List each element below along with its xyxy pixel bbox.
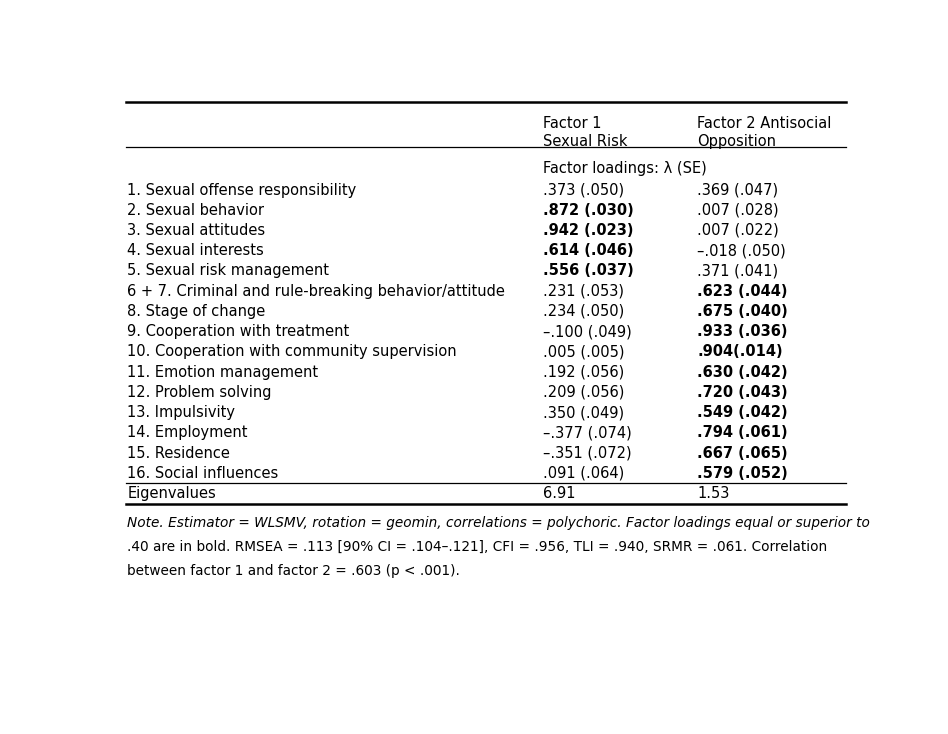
Text: .720 (.043): .720 (.043) [698,385,788,400]
Text: Sexual Risk: Sexual Risk [543,134,628,149]
Text: 9. Cooperation with treatment: 9. Cooperation with treatment [127,324,350,339]
Text: 6 + 7. Criminal and rule-breaking behavior/attitude: 6 + 7. Criminal and rule-breaking behavi… [127,283,505,299]
Text: .675 (.040): .675 (.040) [698,304,788,319]
Text: 14. Employment: 14. Employment [127,425,247,440]
Text: 13. Impulsivity: 13. Impulsivity [127,405,235,420]
Text: Opposition: Opposition [698,134,776,149]
Text: Eigenvalues: Eigenvalues [127,486,216,501]
Text: .007 (.028): .007 (.028) [698,203,779,218]
Text: .933 (.036): .933 (.036) [698,324,788,339]
Text: 6.91: 6.91 [543,486,575,501]
Text: .579 (.052): .579 (.052) [698,466,788,481]
Text: .623 (.044): .623 (.044) [698,283,788,299]
Text: Factor 2 Antisocial: Factor 2 Antisocial [698,117,831,131]
Text: 10. Cooperation with community supervision: 10. Cooperation with community supervisi… [127,344,457,360]
Text: .373 (.050): .373 (.050) [543,183,625,197]
Text: 16. Social influences: 16. Social influences [127,466,279,481]
Text: –.100 (.049): –.100 (.049) [543,324,632,339]
Text: .350 (.049): .350 (.049) [543,405,625,420]
Text: .904(.014): .904(.014) [698,344,783,360]
Text: 11. Emotion management: 11. Emotion management [127,365,319,379]
Text: 8. Stage of change: 8. Stage of change [127,304,265,319]
Text: .192 (.056): .192 (.056) [543,365,625,379]
Text: 1.53: 1.53 [698,486,730,501]
Text: .234 (.050): .234 (.050) [543,304,625,319]
Text: Factor 1: Factor 1 [543,117,602,131]
Text: 3. Sexual attitudes: 3. Sexual attitudes [127,223,265,238]
Text: .005 (.005): .005 (.005) [543,344,625,360]
Text: 2. Sexual behavior: 2. Sexual behavior [127,203,264,218]
Text: .007 (.022): .007 (.022) [698,223,779,238]
Text: Note. Estimator = WLSMV, rotation = geomin, correlations = polychoric. Factor lo: Note. Estimator = WLSMV, rotation = geom… [127,516,870,530]
Text: .209 (.056): .209 (.056) [543,385,625,400]
Text: .630 (.042): .630 (.042) [698,365,788,379]
Text: –.351 (.072): –.351 (.072) [543,446,631,460]
Text: 15. Residence: 15. Residence [127,446,230,460]
Text: 1. Sexual offense responsibility: 1. Sexual offense responsibility [127,183,356,197]
Text: between factor 1 and factor 2 = .603 (p < .001).: between factor 1 and factor 2 = .603 (p … [127,564,460,578]
Text: 12. Problem solving: 12. Problem solving [127,385,272,400]
Text: 5. Sexual risk management: 5. Sexual risk management [127,264,329,278]
Text: 4. Sexual interests: 4. Sexual interests [127,243,264,258]
Text: .556 (.037): .556 (.037) [543,264,634,278]
Text: –.377 (.074): –.377 (.074) [543,425,632,440]
Text: .40 are in bold. RMSEA = .113 [90% CI = .104–.121], CFI = .956, TLI = .940, SRMR: .40 are in bold. RMSEA = .113 [90% CI = … [127,540,828,554]
Text: .614 (.046): .614 (.046) [543,243,634,258]
Text: .369 (.047): .369 (.047) [698,183,778,197]
Text: –.018 (.050): –.018 (.050) [698,243,786,258]
Text: Factor loadings: λ (SE): Factor loadings: λ (SE) [543,161,707,176]
Text: .942 (.023): .942 (.023) [543,223,633,238]
Text: .231 (.053): .231 (.053) [543,283,624,299]
Text: .794 (.061): .794 (.061) [698,425,788,440]
Text: .872 (.030): .872 (.030) [543,203,634,218]
Text: .091 (.064): .091 (.064) [543,466,625,481]
Text: .667 (.065): .667 (.065) [698,446,788,460]
Text: .371 (.041): .371 (.041) [698,264,778,278]
Text: .549 (.042): .549 (.042) [698,405,788,420]
